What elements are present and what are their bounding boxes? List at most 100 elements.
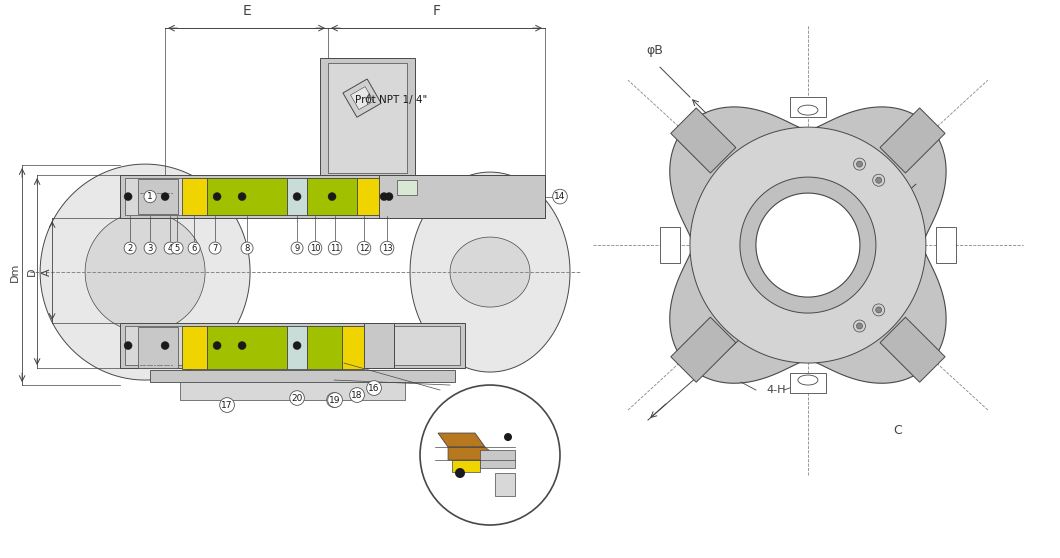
Circle shape: [293, 193, 301, 200]
Text: C: C: [894, 424, 902, 436]
Text: 4: 4: [167, 244, 173, 253]
Bar: [342, 326, 364, 369]
Ellipse shape: [798, 375, 818, 385]
Text: 6: 6: [192, 244, 197, 253]
Bar: [398, 180, 417, 195]
Text: 20: 20: [292, 393, 303, 402]
Circle shape: [293, 341, 301, 349]
Bar: [125, 326, 460, 365]
Polygon shape: [40, 164, 250, 380]
Bar: [320, 58, 416, 178]
Polygon shape: [410, 172, 570, 372]
Polygon shape: [756, 193, 860, 297]
Bar: [138, 327, 178, 368]
Text: 7: 7: [212, 244, 217, 253]
Text: 16: 16: [368, 383, 379, 392]
Circle shape: [853, 320, 866, 332]
Text: 9: 9: [295, 244, 300, 253]
Bar: [495, 473, 515, 496]
Circle shape: [328, 193, 336, 200]
Text: 14: 14: [554, 192, 566, 201]
Text: 12: 12: [358, 244, 369, 253]
Bar: [180, 382, 405, 400]
Text: 5: 5: [175, 244, 180, 253]
Circle shape: [853, 158, 866, 170]
Circle shape: [161, 193, 170, 200]
Polygon shape: [880, 108, 946, 173]
Bar: [287, 326, 307, 369]
Text: F: F: [432, 4, 441, 18]
Text: 4-H: 4-H: [766, 385, 785, 395]
Text: 17: 17: [222, 401, 233, 410]
Text: 3: 3: [147, 244, 153, 253]
Text: 8: 8: [245, 244, 250, 253]
Polygon shape: [671, 317, 736, 382]
Bar: [151, 370, 455, 382]
Bar: [379, 175, 545, 218]
Circle shape: [213, 193, 222, 200]
Bar: [287, 178, 307, 215]
Text: 1: 1: [147, 192, 153, 201]
Polygon shape: [85, 212, 205, 332]
Bar: [452, 460, 480, 472]
Circle shape: [238, 193, 246, 200]
Bar: [125, 178, 540, 215]
Polygon shape: [690, 127, 925, 363]
Bar: [182, 326, 207, 369]
Text: Prot NPT 1/ 4": Prot NPT 1/ 4": [355, 95, 427, 105]
Text: 10: 10: [310, 244, 320, 253]
Text: 13: 13: [382, 244, 392, 253]
Text: A: A: [42, 268, 52, 276]
Text: 19: 19: [330, 396, 341, 405]
Circle shape: [856, 323, 863, 329]
Bar: [138, 179, 178, 214]
Text: E: E: [242, 4, 251, 18]
Polygon shape: [450, 237, 530, 307]
Circle shape: [381, 193, 388, 200]
Bar: [207, 178, 287, 215]
Bar: [182, 178, 207, 215]
Circle shape: [420, 385, 560, 525]
Bar: [364, 323, 394, 368]
Ellipse shape: [798, 105, 818, 115]
Text: 11: 11: [330, 244, 340, 253]
Circle shape: [161, 341, 170, 349]
Circle shape: [504, 433, 512, 441]
Bar: [328, 63, 407, 173]
Polygon shape: [670, 107, 947, 383]
Text: 15: 15: [329, 396, 340, 405]
Text: Dm: Dm: [11, 262, 20, 282]
Circle shape: [124, 341, 132, 349]
Polygon shape: [351, 86, 373, 109]
Circle shape: [876, 177, 882, 183]
Polygon shape: [740, 177, 876, 313]
Bar: [357, 178, 379, 215]
Text: 2: 2: [127, 244, 132, 253]
Text: 18: 18: [351, 391, 363, 400]
Bar: [307, 326, 342, 369]
Polygon shape: [880, 317, 946, 382]
Circle shape: [124, 193, 132, 200]
Polygon shape: [343, 79, 382, 117]
Polygon shape: [660, 227, 679, 263]
Polygon shape: [671, 108, 736, 173]
Bar: [207, 326, 287, 369]
Circle shape: [876, 307, 882, 313]
Polygon shape: [790, 97, 826, 117]
Polygon shape: [790, 373, 826, 393]
Circle shape: [213, 341, 222, 349]
Bar: [120, 323, 465, 368]
Text: φB: φB: [647, 44, 664, 57]
Polygon shape: [448, 447, 495, 460]
Polygon shape: [438, 433, 485, 447]
Circle shape: [455, 468, 465, 478]
Circle shape: [385, 193, 393, 200]
Bar: [307, 178, 357, 215]
Circle shape: [872, 174, 885, 186]
Circle shape: [872, 304, 885, 316]
Text: D: D: [28, 268, 37, 276]
Bar: [480, 450, 515, 468]
Circle shape: [238, 341, 246, 349]
Polygon shape: [936, 227, 956, 263]
Circle shape: [856, 161, 863, 167]
